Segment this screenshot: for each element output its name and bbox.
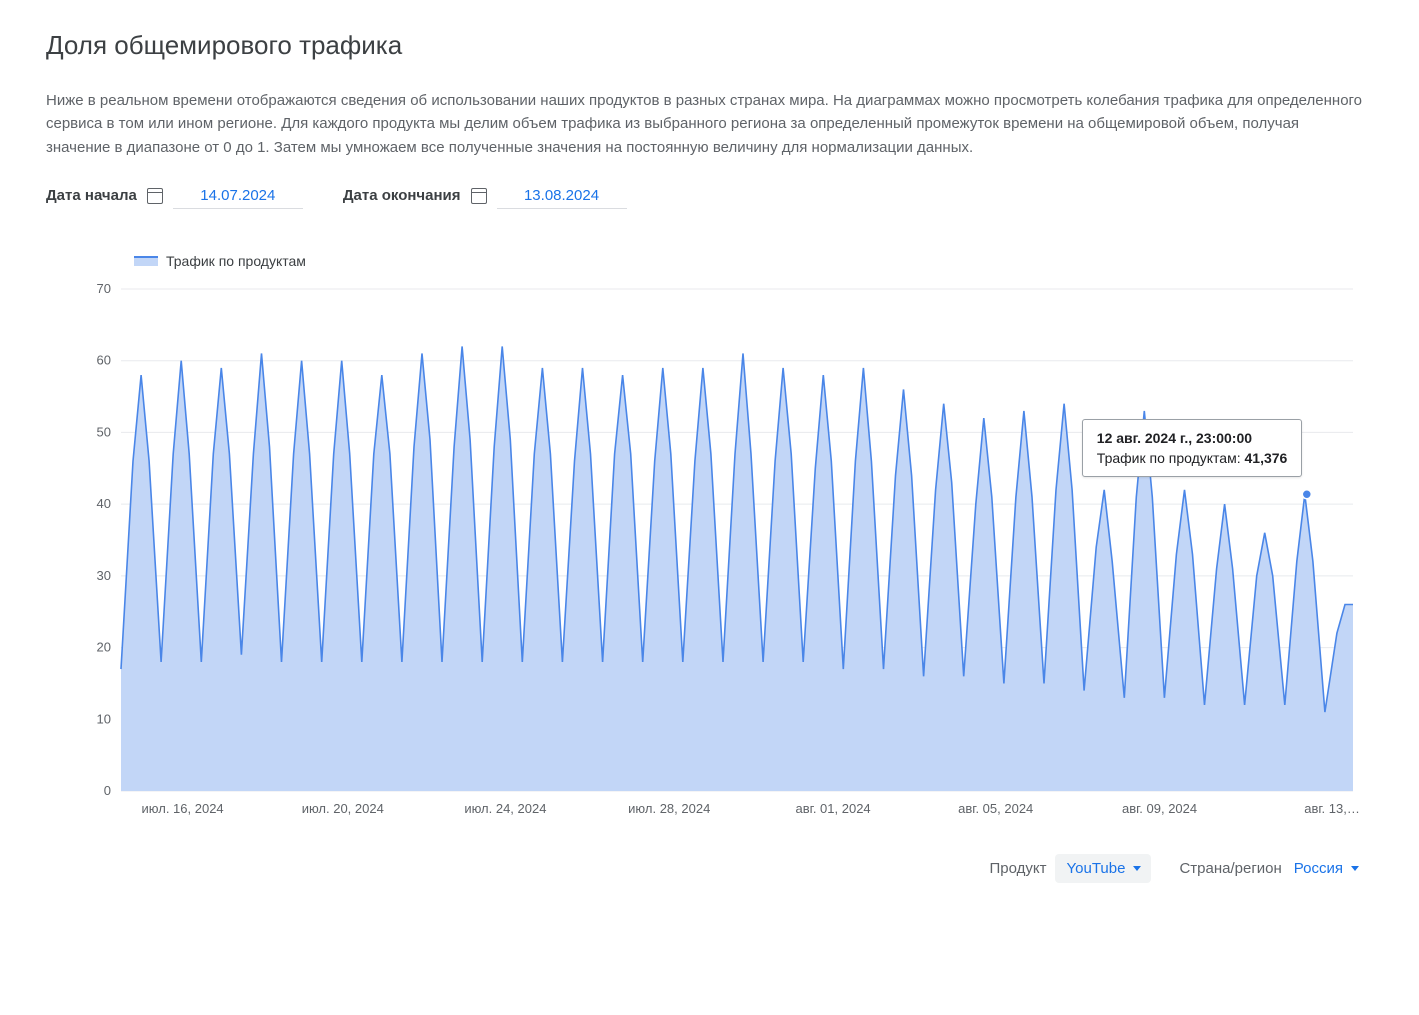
- region-selector-label: Страна/регион: [1179, 860, 1281, 877]
- chart-legend: Трафик по продуктам: [134, 253, 1373, 269]
- product-selector-value[interactable]: YouTube: [1055, 854, 1152, 883]
- tooltip-metric-value: 41,376: [1245, 450, 1288, 466]
- tooltip-metric-label: Трафик по продуктам:: [1097, 450, 1241, 466]
- tooltip-datetime: 12 авг. 2024 г., 23:00:00: [1097, 430, 1288, 446]
- calendar-icon[interactable]: [147, 188, 163, 204]
- region-selector-value[interactable]: Россия: [1290, 854, 1363, 883]
- region-selector-text: Россия: [1294, 860, 1343, 877]
- end-date-label: Дата окончания: [343, 187, 461, 204]
- svg-text:июл. 20, 2024: июл. 20, 2024: [302, 801, 384, 816]
- svg-text:50: 50: [97, 424, 111, 439]
- start-date-input[interactable]: [173, 183, 303, 209]
- svg-text:авг. 09, 2024: авг. 09, 2024: [1122, 801, 1197, 816]
- svg-text:авг. 01, 2024: авг. 01, 2024: [796, 801, 871, 816]
- date-range-row: Дата начала Дата окончания: [46, 183, 1373, 209]
- svg-text:авг. 05, 2024: авг. 05, 2024: [958, 801, 1033, 816]
- chart-svg[interactable]: 0 10 20 30 40 50 60 70 июл. 16, 2024 июл. 20, 202…: [46, 275, 1366, 835]
- svg-text:40: 40: [97, 496, 111, 511]
- end-date-field: Дата окончания: [343, 183, 627, 209]
- svg-text:20: 20: [97, 639, 111, 654]
- chevron-down-icon: [1351, 866, 1359, 871]
- start-date-field: Дата начала: [46, 183, 303, 209]
- calendar-icon[interactable]: [471, 188, 487, 204]
- svg-text:июл. 16, 2024: июл. 16, 2024: [142, 801, 224, 816]
- chart-tooltip: 12 авг. 2024 г., 23:00:00 Трафик по прод…: [1082, 419, 1303, 477]
- svg-text:10: 10: [97, 711, 111, 726]
- chart-footer-controls: Продукт YouTube Страна/регион Россия: [46, 854, 1373, 883]
- product-selector-label: Продукт: [990, 860, 1047, 877]
- end-date-input[interactable]: [497, 183, 627, 209]
- product-selector-text: YouTube: [1067, 860, 1126, 877]
- svg-text:июл. 28, 2024: июл. 28, 2024: [628, 801, 710, 816]
- svg-text:0: 0: [104, 783, 111, 798]
- chart-container: Трафик по продуктам 0 10 20 30 40 50 60 70 июл. …: [46, 253, 1373, 883]
- svg-text:июл. 24, 2024: июл. 24, 2024: [464, 801, 546, 816]
- page-description: Ниже в реальном времени отображаются све…: [46, 89, 1366, 159]
- product-selector: Продукт YouTube: [990, 854, 1152, 883]
- start-date-label: Дата начала: [46, 187, 137, 204]
- page-title: Доля общемирового трафика: [46, 30, 1373, 61]
- legend-label: Трафик по продуктам: [166, 253, 306, 269]
- legend-swatch-icon: [134, 256, 158, 266]
- svg-text:30: 30: [97, 568, 111, 583]
- chart-plot-holder: 0 10 20 30 40 50 60 70 июл. 16, 2024 июл. 20, 202…: [46, 275, 1366, 840]
- svg-text:70: 70: [97, 281, 111, 296]
- chevron-down-icon: [1133, 866, 1141, 871]
- region-selector: Страна/регион Россия: [1179, 854, 1363, 883]
- svg-text:60: 60: [97, 352, 111, 367]
- svg-text:авг. 13,…: авг. 13,…: [1304, 801, 1360, 816]
